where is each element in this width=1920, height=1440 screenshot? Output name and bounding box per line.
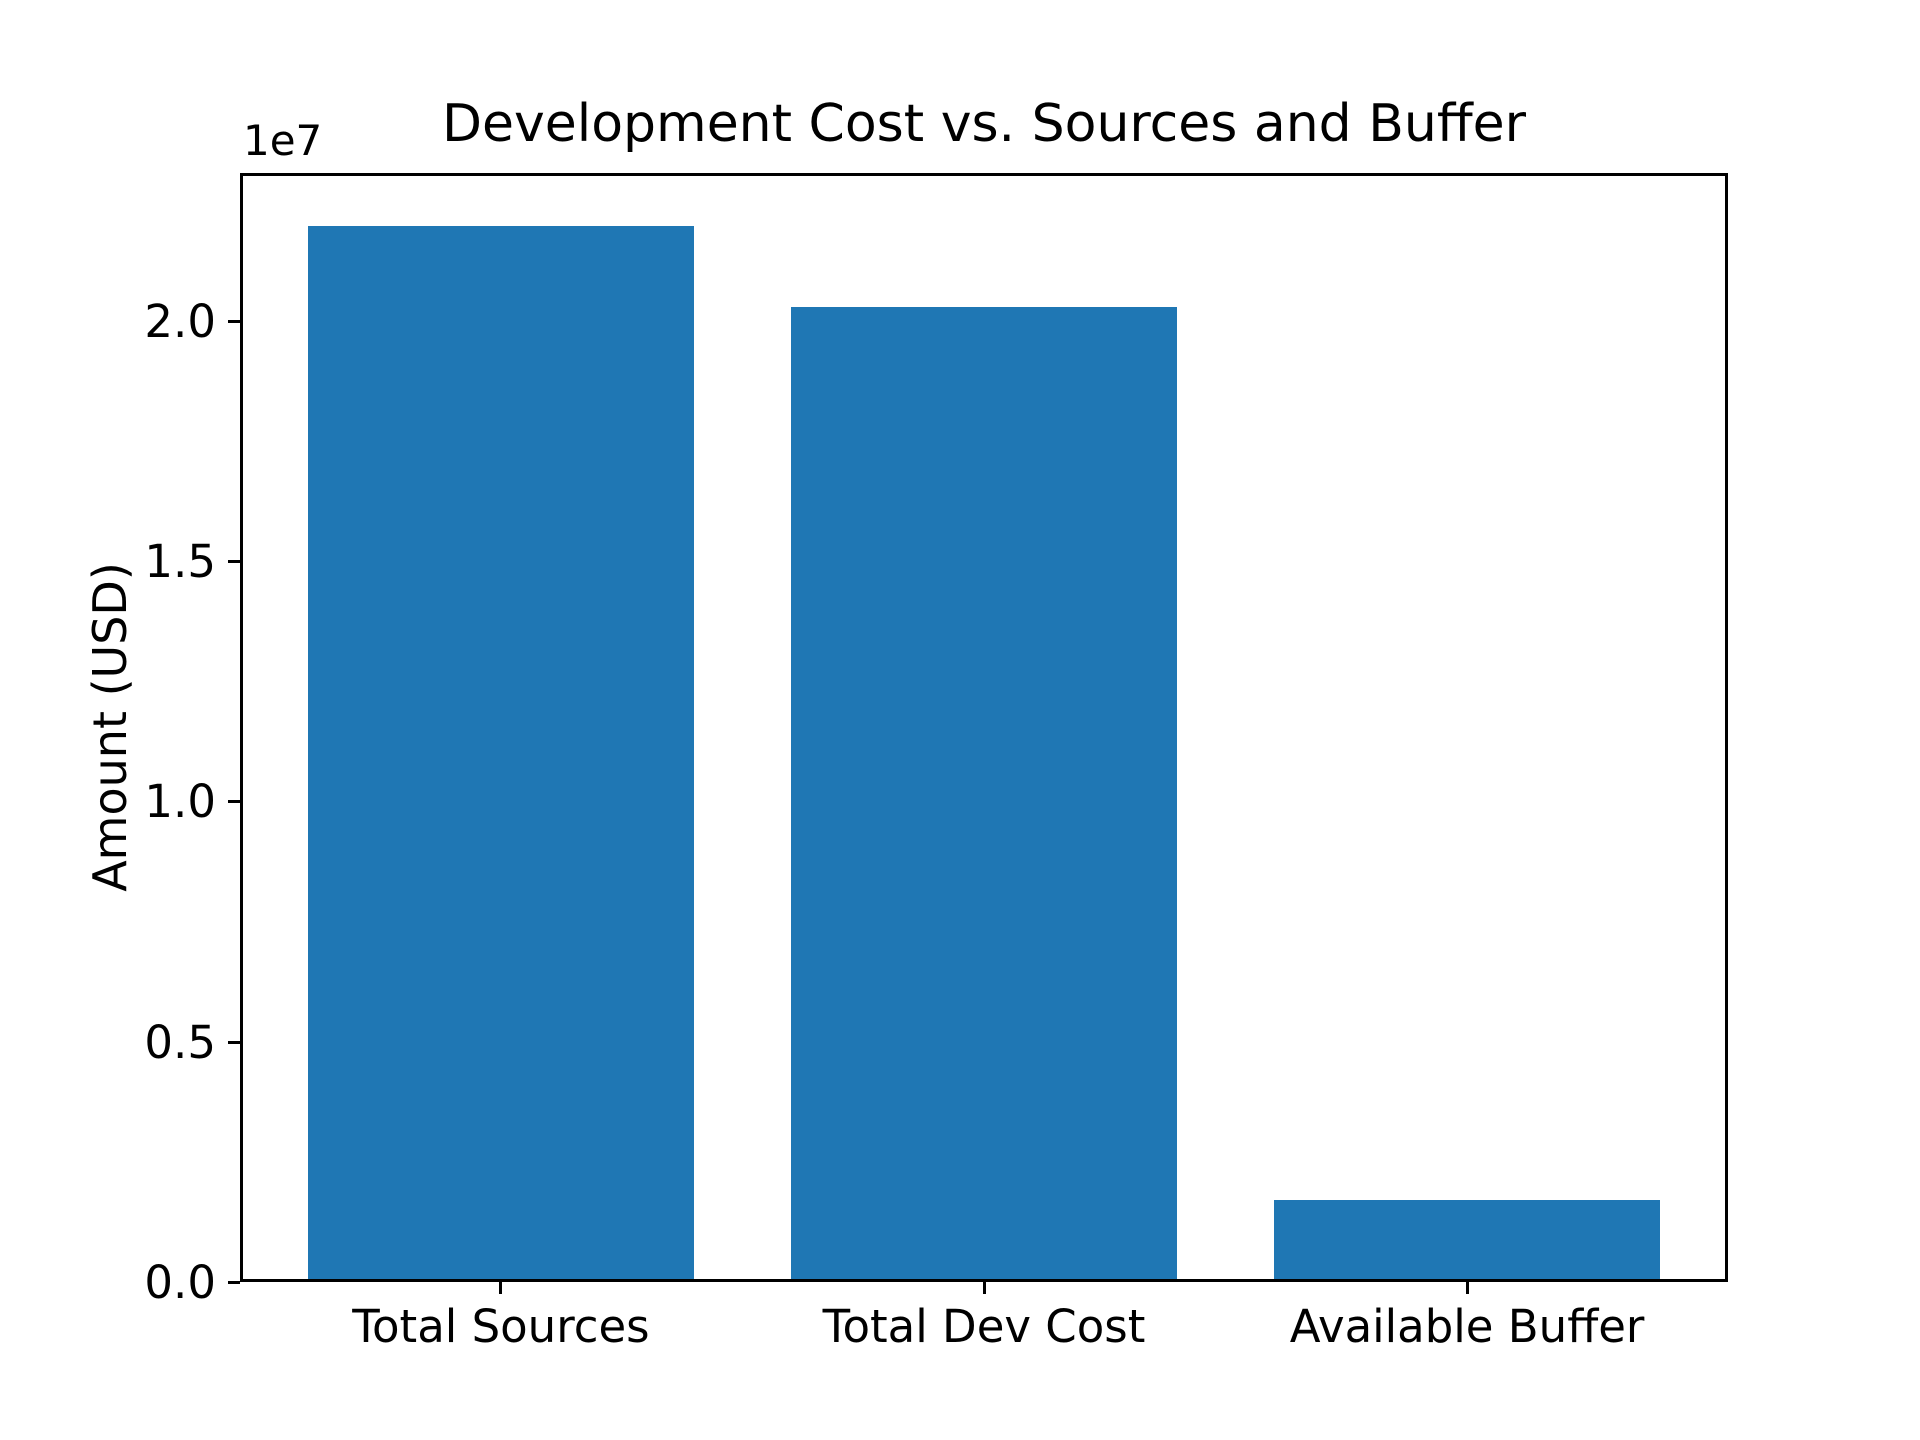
y-tick-label-1.0: 1.0 [144, 775, 216, 829]
x-tick-label-available-buffer: Available Buffer [1289, 1300, 1645, 1353]
y-tick-mark-2.0 [228, 320, 240, 324]
y-tick-mark-1.0 [228, 800, 240, 804]
chart-title: Development Cost vs. Sources and Buffer [441, 94, 1527, 154]
y-tick-mark-1.5 [228, 560, 240, 564]
bar-available-buffer [1273, 1200, 1661, 1282]
x-tick-mark-total-sources [499, 1282, 503, 1294]
x-tick-label-total-dev-cost: Total Dev Cost [822, 1300, 1146, 1353]
x-tick-mark-available-buffer [1465, 1282, 1469, 1294]
y-tick-label-0.0: 0.0 [144, 1255, 216, 1309]
x-tick-label-total-sources: Total Sources [352, 1300, 650, 1353]
plot-area [240, 173, 1728, 1282]
x-tick-mark-total-dev-cost [982, 1282, 986, 1294]
bar-total-sources [307, 225, 695, 1282]
y-tick-mark-0.0 [228, 1280, 240, 1284]
bar-total-dev-cost [790, 307, 1178, 1282]
y-tick-label-1.5: 1.5 [144, 535, 216, 589]
y-tick-label-2.0: 2.0 [144, 295, 216, 349]
y-tick-label-0.5: 0.5 [144, 1015, 216, 1069]
y-axis-scale-factor-label: 1e7 [243, 116, 323, 165]
y-axis-label: Amount (USD) [83, 562, 137, 892]
y-tick-mark-0.5 [228, 1040, 240, 1044]
